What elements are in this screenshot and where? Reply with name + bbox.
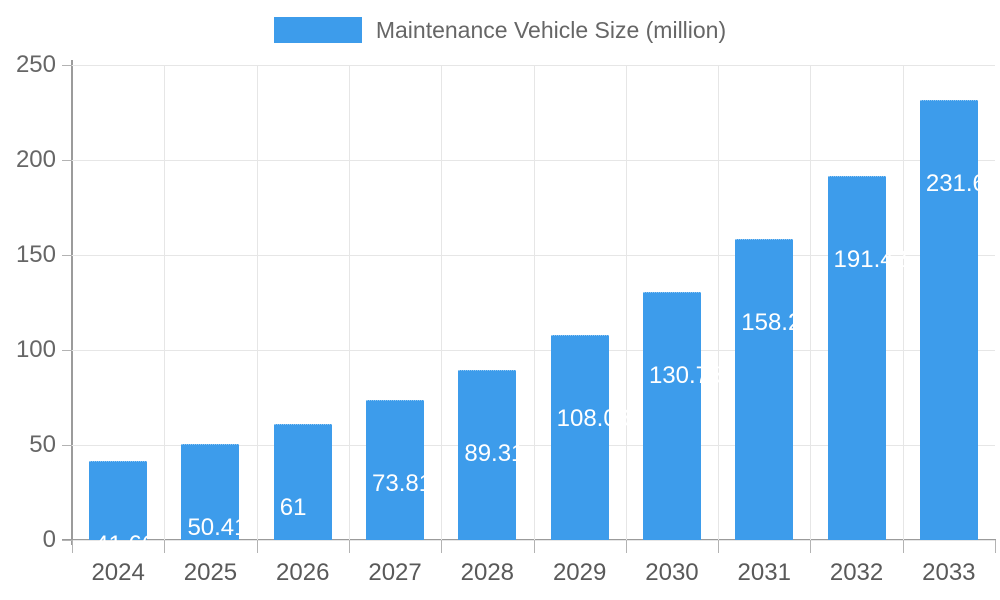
y-axis-tick-label: 200 [15,146,56,173]
x-axis-tick-mark [626,540,627,553]
y-axis-tick-label: 100 [15,336,56,363]
x-axis-tick-mark [72,540,73,553]
gridline-horizontal [72,160,995,161]
chart-legend: Maintenance Vehicle Size (million) [0,0,1000,60]
x-axis-tick-mark [995,540,996,553]
y-axis-labels: 0 50 100 150 200 250 [0,0,56,600]
x-axis-tick-label: 2031 [737,559,791,586]
gridline-vertical [903,65,904,540]
y-axis-tick-label: 150 [15,241,56,268]
x-axis-tick-label: 2027 [368,559,422,586]
gridline-vertical [441,65,442,540]
x-axis-tick-label: 2029 [552,559,607,586]
x-axis-tick-label: 2025 [183,559,238,586]
gridline-vertical [810,65,811,540]
x-axis-tick-label: 2030 [645,559,699,586]
gridline-horizontal [72,445,995,446]
y-axis-line [71,60,73,545]
bar[interactable] [366,399,425,540]
y-axis-tick-mark [62,65,72,66]
x-axis-tick-mark [810,540,811,553]
x-axis-tick-mark [718,540,719,553]
bar[interactable] [181,444,240,540]
gridline-vertical [626,65,627,540]
bar[interactable] [827,176,886,540]
bar[interactable] [273,424,332,540]
gridline-horizontal [72,65,995,66]
y-axis-tick-mark [62,255,72,256]
y-axis-tick-mark [62,350,72,351]
gridline-vertical [164,65,165,540]
x-axis-tick-label: 2032 [829,559,884,586]
legend-item-label: Maintenance Vehicle Size (million) [375,16,727,43]
x-axis-tick-mark [257,540,258,553]
y-axis-tick-mark [62,160,72,161]
legend-item-maintenance-vehicle-size[interactable]: Maintenance Vehicle Size (million) [273,16,727,43]
gridline-vertical [534,65,535,540]
x-axis-tick-label: 2026 [276,559,330,586]
gridline-vertical [718,65,719,540]
x-axis-tick-mark [534,540,535,553]
x-axis-tick-mark [903,540,904,553]
gridline-vertical [349,65,350,540]
y-axis-tick-mark [62,445,72,446]
gridline-horizontal [72,540,995,541]
y-axis-tick-label: 50 [29,431,56,458]
x-axis-tick-mark [164,540,165,553]
gridline-horizontal [72,350,995,351]
bar[interactable] [550,334,609,540]
y-axis-tick-label: 0 [42,526,56,553]
x-axis-tick-mark [349,540,350,553]
x-axis-tick-mark [441,540,442,553]
x-axis-tick-label: 2024 [91,559,145,586]
gridline-vertical [257,65,258,540]
bar[interactable] [735,239,794,540]
gridline-horizontal [72,255,995,256]
y-axis-tick-label: 250 [15,51,56,78]
bar[interactable] [919,99,978,540]
bar[interactable] [642,291,701,540]
legend-color-swatch-icon [273,17,362,43]
y-axis-tick-mark [62,540,72,541]
bar[interactable] [458,370,517,540]
bar[interactable] [89,460,148,540]
x-axis-tick-label: 2033 [922,559,976,586]
x-axis-tick-label: 2028 [460,559,515,586]
